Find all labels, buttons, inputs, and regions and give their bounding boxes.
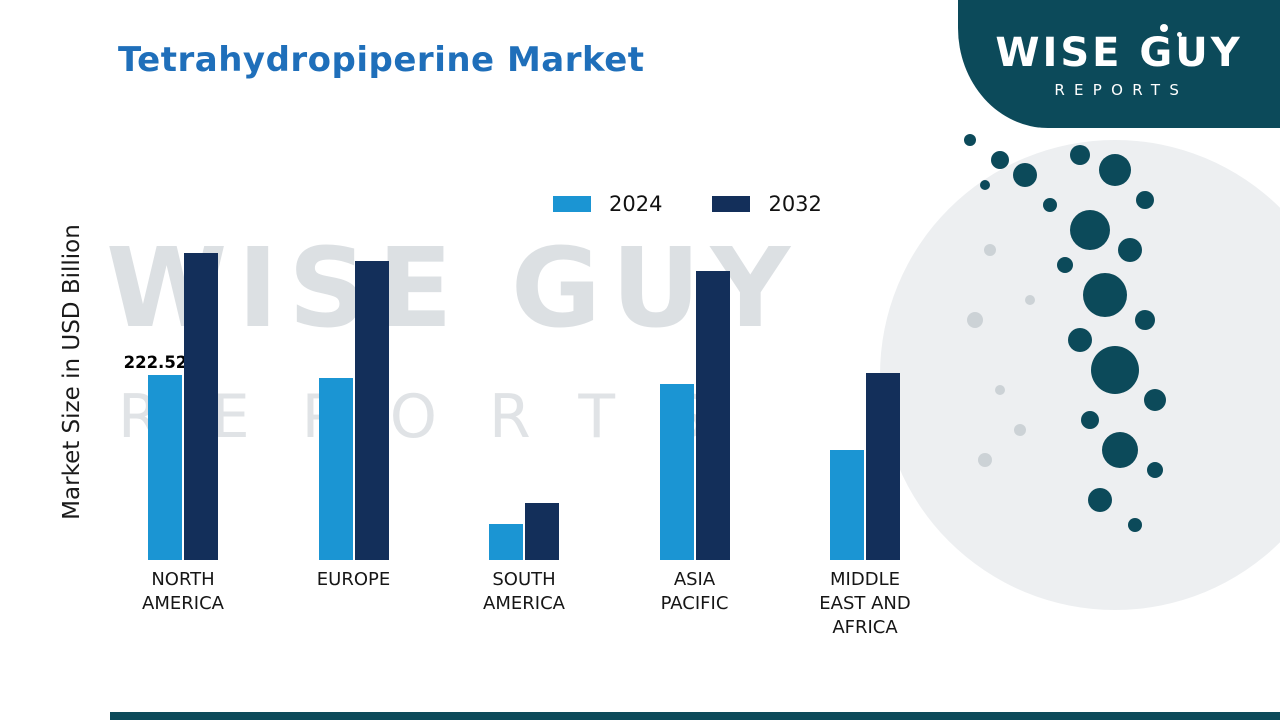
decorative-dots-pattern xyxy=(964,134,1166,532)
category-label: ASIA PACIFIC xyxy=(660,569,729,614)
bar-2032 xyxy=(525,503,559,560)
bar-2024 xyxy=(489,524,523,560)
logo-accent-dot xyxy=(1177,32,1182,37)
category-label: NORTH AMERICA xyxy=(142,569,224,614)
legend-swatch xyxy=(712,196,751,212)
bar-group: MIDDLE EAST AND AFRICA xyxy=(780,228,950,638)
bar-group: 222.52 NORTH AMERICA xyxy=(98,228,268,614)
bar-chart: 222.52 NORTH AMERICA EUROPE SOUTH AMERICA AS… xyxy=(98,228,950,638)
logo-reports-text: REPORTS xyxy=(1054,80,1189,99)
bar-value-label: 222.52 xyxy=(123,353,188,372)
category-label: EUROPE xyxy=(316,569,391,590)
bar-2024 xyxy=(830,450,864,560)
bar-group: ASIA PACIFIC xyxy=(610,228,780,614)
category-label: SOUTH AMERICA xyxy=(483,569,565,614)
legend-label: 2024 xyxy=(609,192,663,216)
wise-guy-logo: WISE GUY REPORTS xyxy=(958,0,1280,128)
bar-group: EUROPE xyxy=(269,228,439,590)
watermark-wise-guy: WISE GUY xyxy=(106,224,801,352)
bar-2032 xyxy=(354,261,389,560)
bar-2024: 222.52 xyxy=(124,353,187,560)
bar-2032 xyxy=(184,253,218,560)
legend-swatch xyxy=(553,196,591,212)
legend-label: 2032 xyxy=(768,192,822,216)
page-title: Tetrahydropiperine Market xyxy=(118,40,645,80)
logo-accent-dot xyxy=(1160,24,1168,32)
bar-group: SOUTH AMERICA xyxy=(439,228,609,614)
legend-item-2032: 2032 xyxy=(712,192,822,216)
y-axis-label: Market Size in USD Billion xyxy=(59,224,85,520)
chart-legend: 2024 2032 xyxy=(553,192,822,216)
bar-2024 xyxy=(659,384,694,560)
legend-item-2024: 2024 xyxy=(553,192,662,216)
bar-2032 xyxy=(695,271,730,560)
bar-2024 xyxy=(318,378,353,560)
category-label: MIDDLE EAST AND AFRICA xyxy=(819,569,911,638)
logo-wise-guy-text: WISE GUY xyxy=(995,29,1243,76)
bar-2032 xyxy=(866,373,900,560)
bottom-accent-bar xyxy=(110,712,1280,720)
